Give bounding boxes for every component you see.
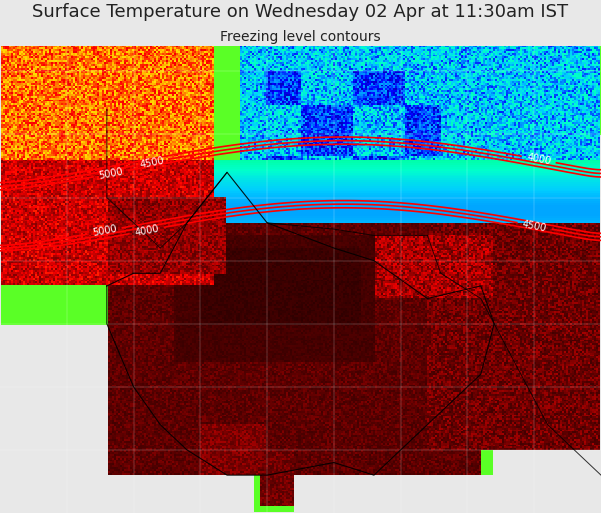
Text: Surface Temperature on Wednesday 02 Apr at 11:30am IST: Surface Temperature on Wednesday 02 Apr … — [32, 3, 569, 21]
Text: Freezing level contours: Freezing level contours — [220, 30, 381, 44]
Text: 4500: 4500 — [139, 155, 165, 170]
Text: 4500: 4500 — [522, 219, 548, 233]
Text: 4000: 4000 — [134, 223, 160, 238]
Text: 5000: 5000 — [98, 167, 124, 181]
Text: 4000: 4000 — [526, 152, 552, 167]
Text: 5000: 5000 — [91, 224, 118, 239]
